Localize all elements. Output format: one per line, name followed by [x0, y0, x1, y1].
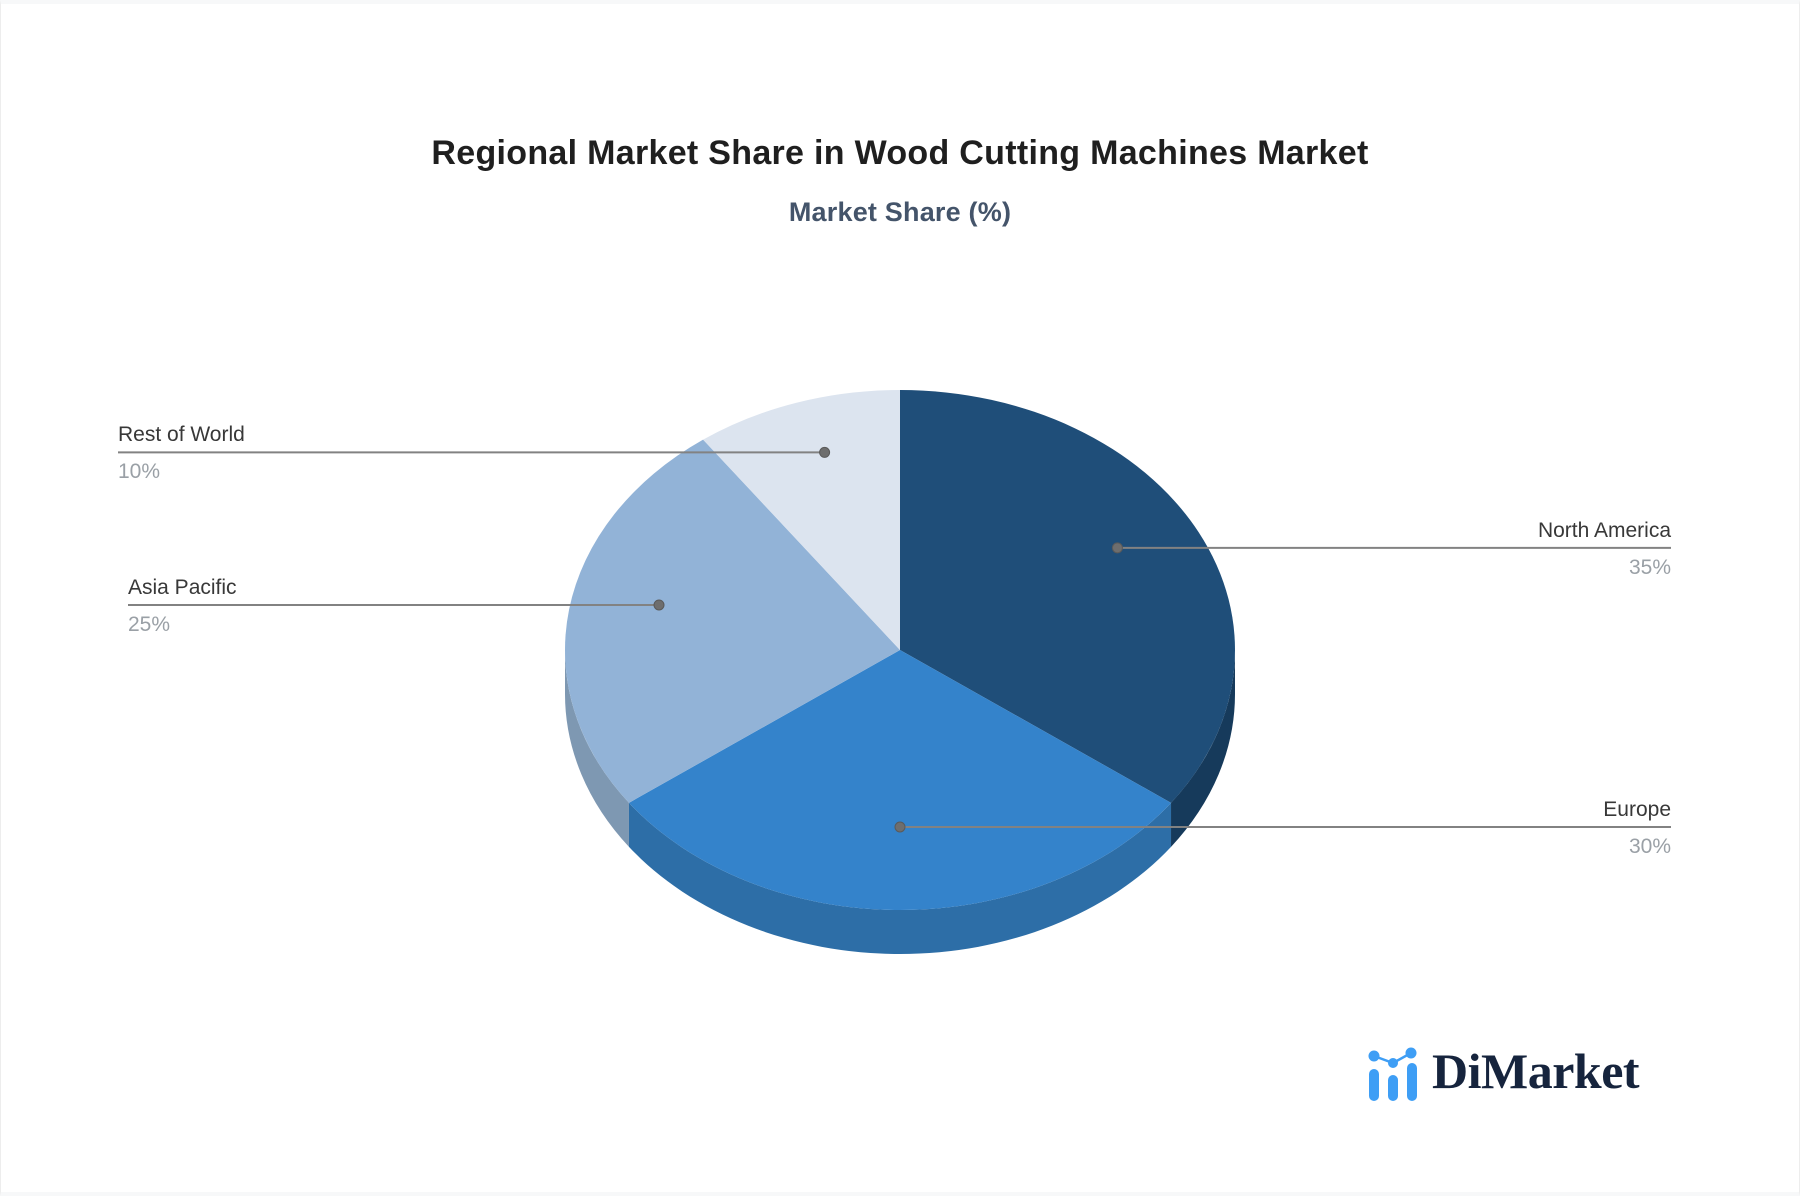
dimarket-logo: DiMarket: [1362, 1032, 1640, 1104]
pie-slice-rest-of-world[interactable]: [703, 390, 900, 650]
slice-value-rest-of-world: 10%: [118, 460, 161, 484]
logo-text: DiMarket: [1432, 1043, 1640, 1099]
bar-chart-logo-icon: [1368, 1047, 1417, 1101]
leader-dot-europe: [894, 821, 906, 833]
slice-label-north-america: North America: [1537, 518, 1671, 542]
pie-slice-north-america[interactable]: [900, 390, 1235, 803]
chart-subtitle: Market Share (%): [788, 197, 1012, 227]
slice-label-europe: Europe: [1603, 798, 1671, 821]
pie-slice-side-europe: [628, 802, 1172, 954]
pie-slice-asia-pacific[interactable]: [565, 439, 900, 803]
slice-value-europe: 30%: [1628, 835, 1671, 858]
slice-value-asia-pacific: 25%: [128, 612, 171, 636]
slice-label-rest-of-world: Rest of World: [118, 423, 245, 447]
slice-value-north-america: 35%: [1628, 555, 1671, 579]
pie-slice-europe[interactable]: [628, 650, 1172, 910]
pie-slice-side-north-america: [1171, 650, 1235, 847]
slice-label-asia-pacific: Asia Pacific: [128, 575, 237, 599]
pie-slice-side-asia-pacific: [565, 650, 629, 847]
leader-dot-north-america: [1111, 542, 1123, 554]
leader-dot-asia-pacific: [653, 599, 665, 611]
leader-dot-rest-of-world: [819, 446, 831, 458]
chart-title: Regional Market Share in Wood Cutting Ma…: [431, 134, 1369, 172]
